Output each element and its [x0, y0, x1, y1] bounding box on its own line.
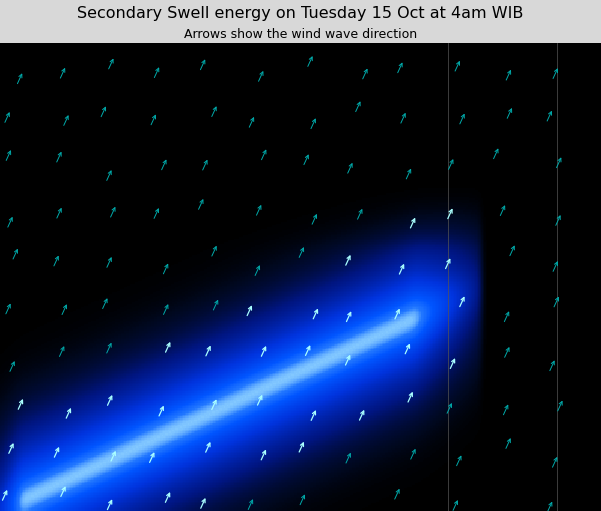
Text: Arrows show the wind wave direction: Arrows show the wind wave direction [184, 28, 417, 41]
Text: Secondary Swell energy on Tuesday 15 Oct at 4am WIB: Secondary Swell energy on Tuesday 15 Oct… [78, 6, 523, 20]
